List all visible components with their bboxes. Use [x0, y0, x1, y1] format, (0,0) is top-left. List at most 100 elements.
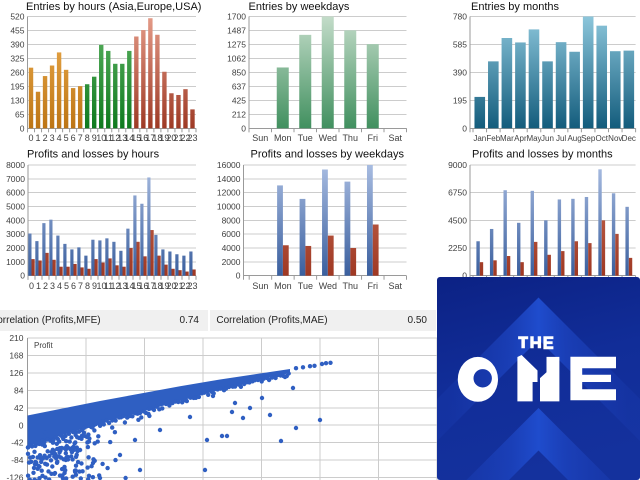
svg-text:Sun: Sun [252, 281, 268, 291]
svg-text:0: 0 [20, 271, 25, 281]
svg-text:Profits and losses by hours: Profits and losses by hours [27, 149, 160, 161]
svg-text:1275: 1275 [227, 39, 246, 49]
svg-text:2000: 2000 [6, 243, 25, 253]
svg-text:Wed: Wed [319, 133, 337, 143]
svg-text:Aug: Aug [567, 134, 581, 143]
svg-text:260: 260 [10, 67, 24, 77]
svg-text:390: 390 [10, 39, 24, 49]
svg-text:16: 16 [138, 281, 148, 291]
svg-text:0: 0 [236, 271, 241, 281]
svg-text:18: 18 [152, 133, 162, 143]
svg-text:15: 15 [131, 281, 141, 291]
svg-text:14: 14 [124, 281, 134, 291]
svg-text:Tue: Tue [298, 133, 313, 143]
svg-text:2250: 2250 [448, 243, 467, 253]
svg-text:9: 9 [92, 133, 97, 143]
svg-text:Thu: Thu [343, 281, 359, 291]
svg-text:Fri: Fri [368, 281, 379, 291]
svg-text:Feb: Feb [486, 134, 500, 143]
svg-text:212: 212 [232, 109, 246, 119]
svg-text:13: 13 [117, 281, 127, 291]
svg-text:19: 19 [159, 281, 169, 291]
svg-text:1: 1 [36, 281, 41, 291]
svg-text:520: 520 [10, 12, 24, 22]
svg-text:Thu: Thu [342, 133, 358, 143]
svg-text:5: 5 [64, 281, 69, 291]
svg-text:23: 23 [187, 281, 197, 291]
svg-text:Oct: Oct [595, 134, 608, 143]
svg-text:7000: 7000 [6, 174, 25, 184]
svg-text:6000: 6000 [6, 188, 25, 198]
svg-text:14: 14 [124, 133, 134, 143]
svg-text:6750: 6750 [448, 188, 467, 198]
svg-text:Jun: Jun [541, 134, 554, 143]
svg-text:1: 1 [35, 133, 40, 143]
svg-text:126: 126 [9, 368, 23, 378]
svg-text:1000: 1000 [6, 257, 25, 267]
svg-text:8: 8 [85, 281, 90, 291]
svg-text:42: 42 [14, 403, 24, 413]
svg-text:9000: 9000 [448, 160, 467, 170]
svg-text:168: 168 [9, 350, 23, 360]
svg-text:2: 2 [43, 281, 48, 291]
svg-text:0: 0 [462, 123, 467, 133]
svg-text:4: 4 [57, 133, 62, 143]
svg-text:7: 7 [78, 133, 83, 143]
svg-text:4: 4 [57, 281, 62, 291]
svg-text:13: 13 [117, 133, 127, 143]
svg-text:Jul: Jul [556, 134, 566, 143]
svg-text:-126: -126 [6, 473, 23, 480]
svg-text:1487: 1487 [227, 26, 246, 36]
svg-text:Sat: Sat [388, 133, 402, 143]
svg-text:130: 130 [10, 95, 24, 105]
svg-text:210: 210 [9, 333, 23, 343]
svg-text:6: 6 [71, 281, 76, 291]
svg-text:6000: 6000 [222, 229, 241, 239]
svg-text:8: 8 [85, 133, 90, 143]
svg-text:3: 3 [50, 281, 55, 291]
svg-text:14000: 14000 [217, 174, 241, 184]
svg-text:Entries by months: Entries by months [471, 1, 560, 13]
svg-text:16: 16 [138, 133, 148, 143]
svg-text:Entries by hours (Asia,Europe,: Entries by hours (Asia,Europe,USA) [26, 1, 201, 13]
svg-text:11: 11 [104, 133, 113, 143]
svg-text:637: 637 [232, 81, 246, 91]
svg-text:5: 5 [64, 133, 69, 143]
svg-text:0: 0 [28, 133, 33, 143]
svg-text:Wed: Wed [319, 281, 337, 291]
svg-text:325: 325 [10, 53, 24, 63]
svg-text:20: 20 [166, 281, 176, 291]
svg-text:21: 21 [173, 281, 183, 291]
svg-text:3: 3 [50, 133, 55, 143]
svg-text:Nov: Nov [608, 134, 622, 143]
svg-text:4000: 4000 [6, 215, 25, 225]
svg-text:-42: -42 [11, 438, 24, 448]
svg-text:Profits and losses by weekdays: Profits and losses by weekdays [251, 149, 405, 161]
svg-text:17: 17 [145, 281, 155, 291]
svg-text:2: 2 [43, 133, 48, 143]
svg-text:Jan: Jan [473, 134, 486, 143]
svg-text:16000: 16000 [217, 160, 241, 170]
svg-text:17: 17 [145, 133, 155, 143]
svg-text:19: 19 [159, 133, 169, 143]
svg-text:195: 195 [10, 81, 24, 91]
svg-text:Mon: Mon [274, 281, 292, 291]
svg-text:780: 780 [453, 12, 467, 22]
svg-text:585: 585 [453, 39, 467, 49]
svg-text:12000: 12000 [217, 188, 241, 198]
svg-text:1062: 1062 [227, 53, 246, 63]
svg-text:0: 0 [462, 271, 467, 281]
svg-text:850: 850 [232, 67, 246, 77]
svg-text:10000: 10000 [217, 202, 241, 212]
svg-text:3000: 3000 [6, 229, 25, 239]
svg-text:Profit: Profit [34, 341, 53, 350]
svg-text:May: May [526, 134, 541, 143]
svg-text:9: 9 [92, 281, 97, 291]
svg-text:-84: -84 [11, 455, 24, 465]
svg-text:2000: 2000 [222, 257, 241, 267]
svg-text:Entries by weekdays: Entries by weekdays [249, 1, 350, 13]
svg-text:0: 0 [19, 420, 24, 430]
svg-text:22: 22 [180, 281, 190, 291]
svg-text:425: 425 [232, 95, 246, 105]
svg-text:1700: 1700 [227, 12, 246, 22]
